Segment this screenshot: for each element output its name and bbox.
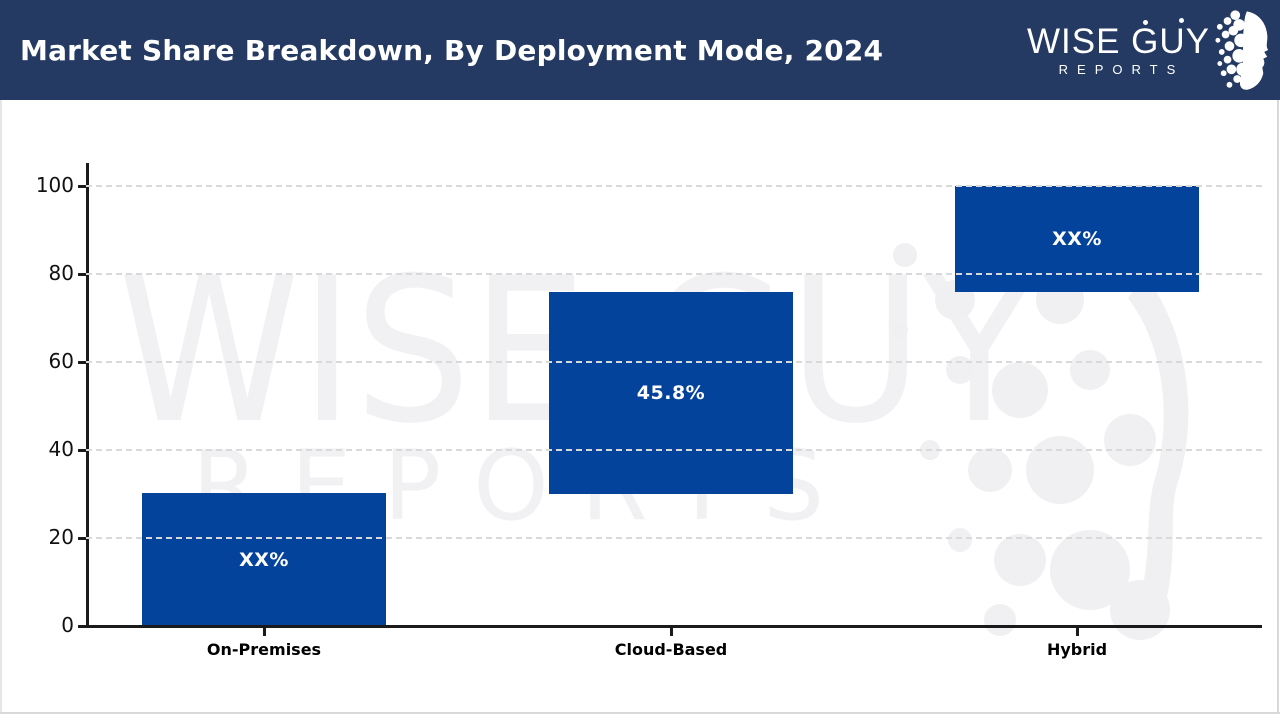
- logo-wordmark: WISE GUY: [1026, 22, 1210, 61]
- bar-hybrid: XX%: [955, 186, 1199, 293]
- x-axis-label: Cloud-Based: [614, 640, 728, 659]
- x-axis-label: Hybrid: [1046, 640, 1108, 659]
- gridline: [86, 537, 1262, 539]
- y-axis-tick: [78, 537, 86, 540]
- y-axis-tick-label: 80: [48, 261, 74, 285]
- y-axis-tick: [78, 625, 86, 628]
- logo-subtitle: REPORTS: [1058, 62, 1185, 77]
- x-axis-line: [86, 625, 1262, 628]
- gridline: [86, 449, 1262, 451]
- image-frame-bottom: [0, 712, 1280, 714]
- bar-value-label: XX%: [239, 548, 289, 571]
- logo-dot: [1143, 20, 1148, 25]
- x-axis-tick: [670, 628, 673, 636]
- logo-dot: [1179, 18, 1184, 23]
- chart-title: Market Share Breakdown, By Deployment Mo…: [20, 33, 884, 67]
- y-axis-tick-label: 60: [48, 349, 74, 373]
- bar-value-label: 45.8%: [636, 382, 706, 405]
- y-axis-tick: [78, 449, 86, 452]
- gridline: [86, 273, 1262, 275]
- y-axis-tick-label: 40: [48, 437, 74, 461]
- gridline: [86, 185, 1262, 187]
- bar-on-premises: XX%: [142, 493, 386, 626]
- x-axis-tick: [1076, 628, 1079, 636]
- image-frame-left: [0, 100, 2, 714]
- gridline: [86, 361, 1262, 363]
- y-axis-tick-label: 0: [61, 613, 74, 637]
- y-axis-tick-label: 20: [48, 525, 74, 549]
- y-axis-tick: [78, 185, 86, 188]
- x-axis-tick: [263, 628, 266, 636]
- image-frame-right: [1277, 100, 1279, 714]
- y-axis-line: [86, 163, 89, 628]
- logo-face-icon: [1215, 10, 1269, 90]
- header-banner: Market Share Breakdown, By Deployment Mo…: [0, 0, 1280, 100]
- y-axis-tick-label: 100: [35, 173, 74, 197]
- brand-logo: WISE GUY REPORTS: [1027, 0, 1272, 100]
- logo-text: WISE GUY REPORTS: [1026, 18, 1210, 77]
- x-axis-label: On-Premises: [206, 640, 322, 659]
- bar-cloud-based: 45.8%: [549, 292, 793, 494]
- y-axis-tick: [78, 361, 86, 364]
- y-axis-tick: [78, 273, 86, 276]
- bar-value-label: XX%: [1052, 228, 1102, 251]
